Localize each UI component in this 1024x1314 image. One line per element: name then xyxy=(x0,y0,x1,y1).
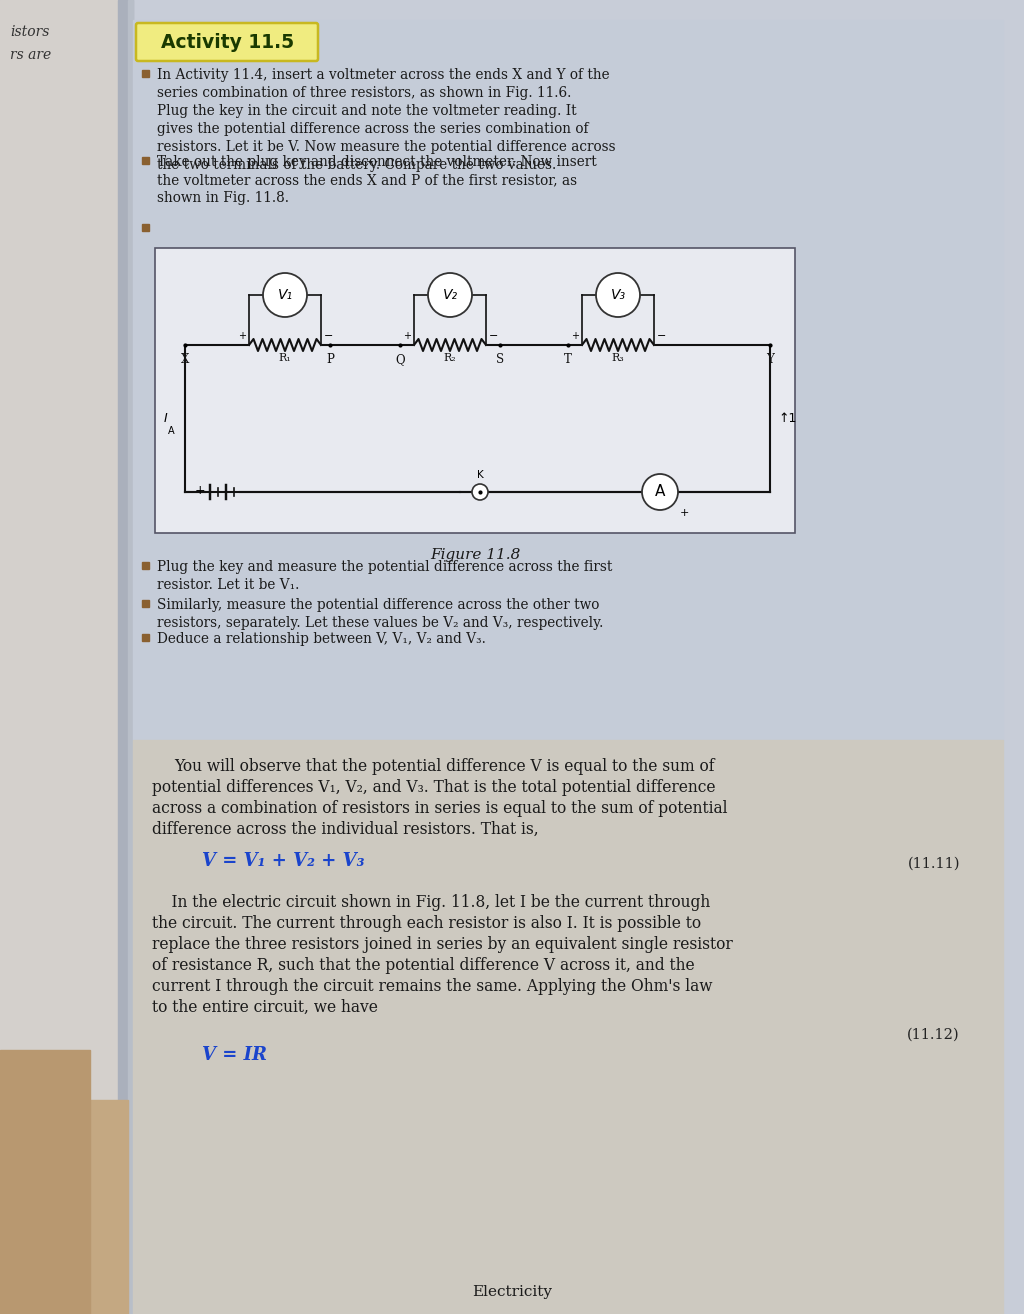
Text: Take out the plug key and disconnect the voltmeter. Now insert: Take out the plug key and disconnect the… xyxy=(157,155,597,170)
Text: A: A xyxy=(654,485,666,499)
Text: +: + xyxy=(680,509,689,518)
Text: R₃: R₃ xyxy=(611,353,625,363)
Bar xyxy=(133,740,1002,1314)
Text: shown in Fig. 11.8.: shown in Fig. 11.8. xyxy=(157,191,289,205)
Bar xyxy=(118,0,133,1314)
Text: K: K xyxy=(476,470,483,480)
Text: V₁: V₁ xyxy=(278,288,293,302)
Text: S: S xyxy=(496,353,504,367)
Text: resistors, separately. Let these values be V₂ and V₃, respectively.: resistors, separately. Let these values … xyxy=(157,616,603,629)
Text: potential differences V₁, V₂, and V₃. That is the total potential difference: potential differences V₁, V₂, and V₃. Th… xyxy=(152,779,716,796)
Circle shape xyxy=(428,273,472,317)
Bar xyxy=(0,1050,90,1314)
Text: P: P xyxy=(326,353,334,367)
Text: V₃: V₃ xyxy=(610,288,626,302)
Text: the voltmeter across the ends X and P of the first resistor, as: the voltmeter across the ends X and P of… xyxy=(157,173,578,187)
Text: istors: istors xyxy=(10,25,49,39)
Bar xyxy=(142,70,150,78)
Bar xyxy=(142,156,150,164)
Text: In Activity 11.4, insert a voltmeter across the ends X and Y of the: In Activity 11.4, insert a voltmeter acr… xyxy=(157,68,609,81)
Text: You will observe that the potential difference V is equal to the sum of: You will observe that the potential diff… xyxy=(174,758,715,775)
Bar xyxy=(142,633,150,641)
Text: (11.11): (11.11) xyxy=(907,857,961,871)
Text: Q: Q xyxy=(395,353,404,367)
Text: I: I xyxy=(163,411,167,424)
Text: −: − xyxy=(324,331,334,342)
Text: Figure 11.8: Figure 11.8 xyxy=(430,548,520,562)
Bar xyxy=(142,223,150,231)
Bar xyxy=(142,562,150,569)
Text: V = V₁ + V₂ + V₃: V = V₁ + V₂ + V₃ xyxy=(202,851,365,870)
Bar xyxy=(128,0,133,1314)
Text: replace the three resistors joined in series by an equivalent single resistor: replace the three resistors joined in se… xyxy=(152,936,733,953)
Text: +: + xyxy=(571,331,579,342)
Text: resistors. Let it be V. Now measure the potential difference across: resistors. Let it be V. Now measure the … xyxy=(157,141,615,154)
Circle shape xyxy=(642,474,678,510)
Text: R₂: R₂ xyxy=(443,353,457,363)
Text: of resistance R, such that the potential difference V across it, and the: of resistance R, such that the potential… xyxy=(152,957,694,974)
Text: Activity 11.5: Activity 11.5 xyxy=(162,33,295,51)
Text: +: + xyxy=(403,331,411,342)
Text: ↑1: ↑1 xyxy=(778,411,797,424)
Bar xyxy=(0,0,128,1314)
Text: gives the potential difference across the series combination of: gives the potential difference across th… xyxy=(157,122,589,137)
Text: R₁: R₁ xyxy=(279,353,291,363)
Text: current I through the circuit remains the same. Applying the Ohm's law: current I through the circuit remains th… xyxy=(152,978,713,995)
Text: the two terminals of the battery. Compare the two values.: the two terminals of the battery. Compar… xyxy=(157,158,556,172)
Circle shape xyxy=(596,273,640,317)
FancyBboxPatch shape xyxy=(136,24,318,60)
Text: rs are: rs are xyxy=(10,49,51,62)
Text: Plug the key and measure the potential difference across the first: Plug the key and measure the potential d… xyxy=(157,560,612,574)
Text: series combination of three resistors, as shown in Fig. 11.6.: series combination of three resistors, a… xyxy=(157,85,571,100)
Bar xyxy=(142,600,150,607)
Text: across a combination of resistors in series is equal to the sum of potential: across a combination of resistors in ser… xyxy=(152,800,727,817)
Circle shape xyxy=(263,273,307,317)
Text: T: T xyxy=(564,353,572,367)
Text: +: + xyxy=(195,484,205,497)
Text: difference across the individual resistors. That is,: difference across the individual resisto… xyxy=(152,821,539,838)
Text: to the entire circuit, we have: to the entire circuit, we have xyxy=(152,999,378,1016)
Bar xyxy=(133,20,1002,740)
Bar xyxy=(155,248,795,533)
Text: Y: Y xyxy=(766,353,774,367)
Text: Plug the key in the circuit and note the voltmeter reading. It: Plug the key in the circuit and note the… xyxy=(157,104,577,118)
Text: Similarly, measure the potential difference across the other two: Similarly, measure the potential differe… xyxy=(157,598,599,612)
Text: −: − xyxy=(489,331,499,342)
Text: −: − xyxy=(657,331,667,342)
Text: +: + xyxy=(238,331,246,342)
Bar xyxy=(0,1100,128,1314)
Circle shape xyxy=(472,484,488,501)
Text: the circuit. The current through each resistor is also I. It is possible to: the circuit. The current through each re… xyxy=(152,915,701,932)
Text: Deduce a relationship between V, V₁, V₂ and V₃.: Deduce a relationship between V, V₁, V₂ … xyxy=(157,632,485,646)
Text: In the electric circuit shown in Fig. 11.8, let I be the current through: In the electric circuit shown in Fig. 11… xyxy=(152,894,711,911)
Text: resistor. Let it be V₁.: resistor. Let it be V₁. xyxy=(157,578,299,593)
Text: V = IR: V = IR xyxy=(202,1046,267,1064)
Text: A: A xyxy=(168,426,175,436)
Text: V₂: V₂ xyxy=(442,288,458,302)
Text: (11.12): (11.12) xyxy=(907,1028,961,1042)
Text: X: X xyxy=(181,353,189,367)
Text: Electricity: Electricity xyxy=(472,1285,552,1300)
